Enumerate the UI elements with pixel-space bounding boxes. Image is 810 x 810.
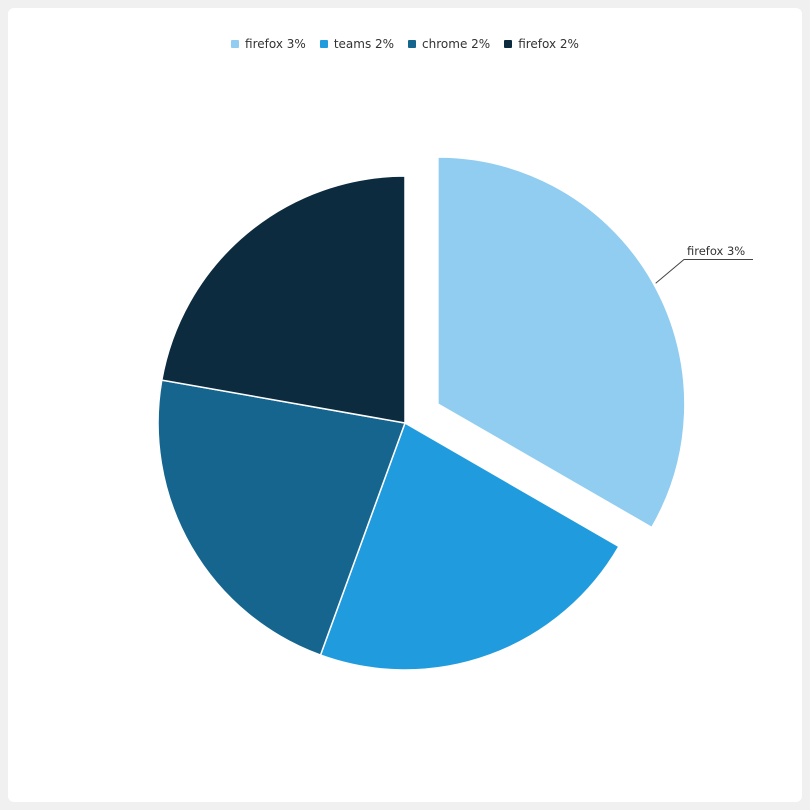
legend-item-teams-2[interactable]: teams 2% bbox=[319, 37, 395, 51]
legend-swatch bbox=[319, 40, 328, 48]
legend-swatch bbox=[408, 40, 417, 48]
legend-item-label: chrome 2% bbox=[422, 37, 491, 51]
pie-slice-firefox-2[interactable] bbox=[160, 175, 406, 424]
slice-callout-label: firefox 3% bbox=[687, 244, 745, 258]
legend-swatch bbox=[231, 40, 240, 48]
pie-slice-chrome-2[interactable] bbox=[157, 379, 407, 657]
chart-legend: firefox 3% teams 2% chrome 2% firefox 2% bbox=[0, 38, 810, 50]
pie-slice-teams-2[interactable] bbox=[319, 421, 620, 671]
pie-slices bbox=[157, 156, 686, 671]
legend-item-chrome-2[interactable]: chrome 2% bbox=[408, 38, 490, 50]
legend-swatch bbox=[504, 40, 513, 48]
legend-item-label: firefox 2% bbox=[518, 37, 579, 51]
pie-slice-firefox-3[interactable] bbox=[437, 156, 686, 529]
label-connector-line bbox=[655, 259, 753, 284]
legend-item-firefox-2[interactable]: firefox 2% bbox=[504, 38, 579, 50]
legend-item-label: firefox 3% bbox=[245, 37, 306, 51]
legend-item-label: teams 2% bbox=[333, 37, 395, 51]
legend-item-firefox-3[interactable]: firefox 3% bbox=[231, 38, 306, 50]
